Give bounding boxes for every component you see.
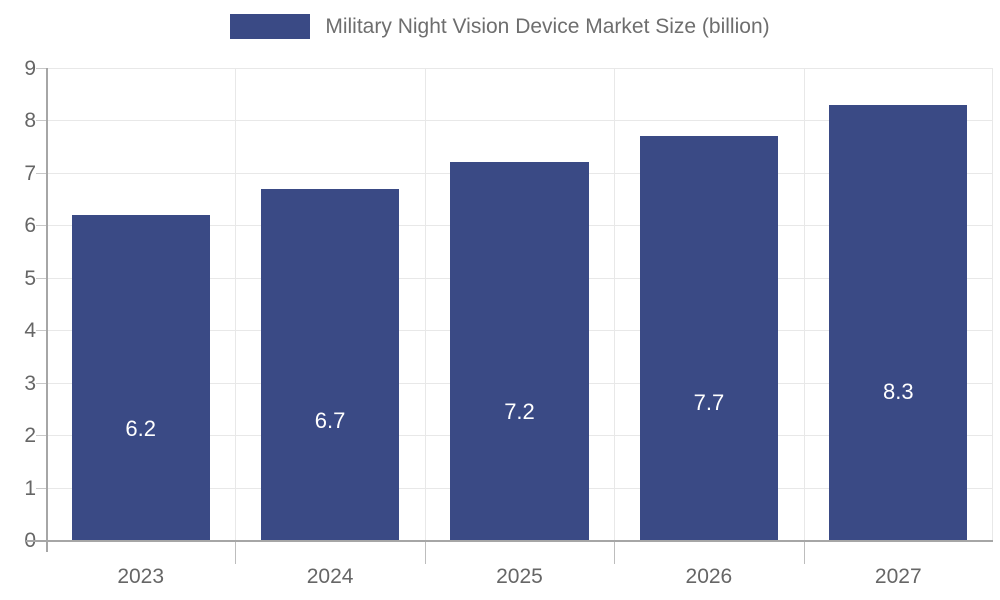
y-axis-tick-mark (36, 277, 46, 279)
x-axis-tick-label: 2024 (306, 565, 354, 588)
plot-area: 6.2 6.7 7.2 7.7 8.3 (46, 68, 993, 541)
x-axis-tick-mark (614, 542, 615, 564)
y-axis-tick-mark (36, 487, 46, 489)
legend-item-0[interactable]: Military Night Vision Device Market Size… (230, 14, 770, 39)
legend-item-label: Military Night Vision Device Market Size… (325, 15, 770, 38)
y-axis-tick-label: 8 (24, 109, 36, 133)
y-axis-tick-mark (36, 120, 46, 122)
y-axis-tick-mark (36, 172, 46, 174)
bar[interactable] (71, 214, 210, 540)
bar[interactable] (450, 162, 589, 540)
gridline-vertical (425, 68, 426, 540)
y-axis-tick-label: 3 (24, 371, 36, 395)
y-axis-tick-label: 1 (24, 476, 36, 500)
x-axis-tick-mark (425, 542, 426, 564)
y-axis-tick-mark (36, 382, 46, 384)
gridline-vertical (804, 68, 805, 540)
chart-legend: Military Night Vision Device Market Size… (0, 14, 1000, 39)
y-axis-tick-label: 5 (24, 266, 36, 290)
y-axis-tick-mark (36, 225, 46, 227)
y-axis-tick-mark (36, 68, 46, 69)
y-axis-tick-label: 7 (24, 161, 36, 185)
x-axis-tick-mark (235, 542, 236, 564)
y-axis-tick-label: 6 (24, 214, 36, 238)
gridline-horizontal (46, 68, 993, 69)
x-axis-tick-label: 2023 (117, 565, 165, 588)
x-axis-line (26, 540, 993, 542)
x-axis-tick-label: 2027 (874, 565, 922, 588)
y-axis-tick-mark (36, 330, 46, 332)
y-axis-tick-labels: 9876543210 (0, 58, 46, 551)
y-axis-tick-label: 2 (24, 424, 36, 448)
y-axis-tick-label: 9 (24, 57, 36, 80)
x-axis-tick-label: 2026 (685, 565, 733, 588)
y-axis-tick-label: 4 (24, 319, 36, 343)
gridline-vertical (235, 68, 236, 540)
y-axis-line (46, 68, 48, 552)
bar[interactable] (260, 188, 400, 540)
plot-right-border (992, 68, 993, 540)
x-axis-tick-labels: 2023 2024 2025 2026 2027 (46, 542, 993, 600)
x-axis-tick-mark (804, 542, 805, 564)
y-axis-tick-mark (36, 435, 46, 437)
bar[interactable] (639, 136, 779, 540)
legend-swatch-icon (230, 14, 311, 39)
gridline-horizontal (46, 120, 993, 122)
gridline-vertical (614, 68, 615, 540)
bar[interactable] (829, 104, 968, 540)
x-axis-tick-label: 2025 (496, 565, 543, 588)
